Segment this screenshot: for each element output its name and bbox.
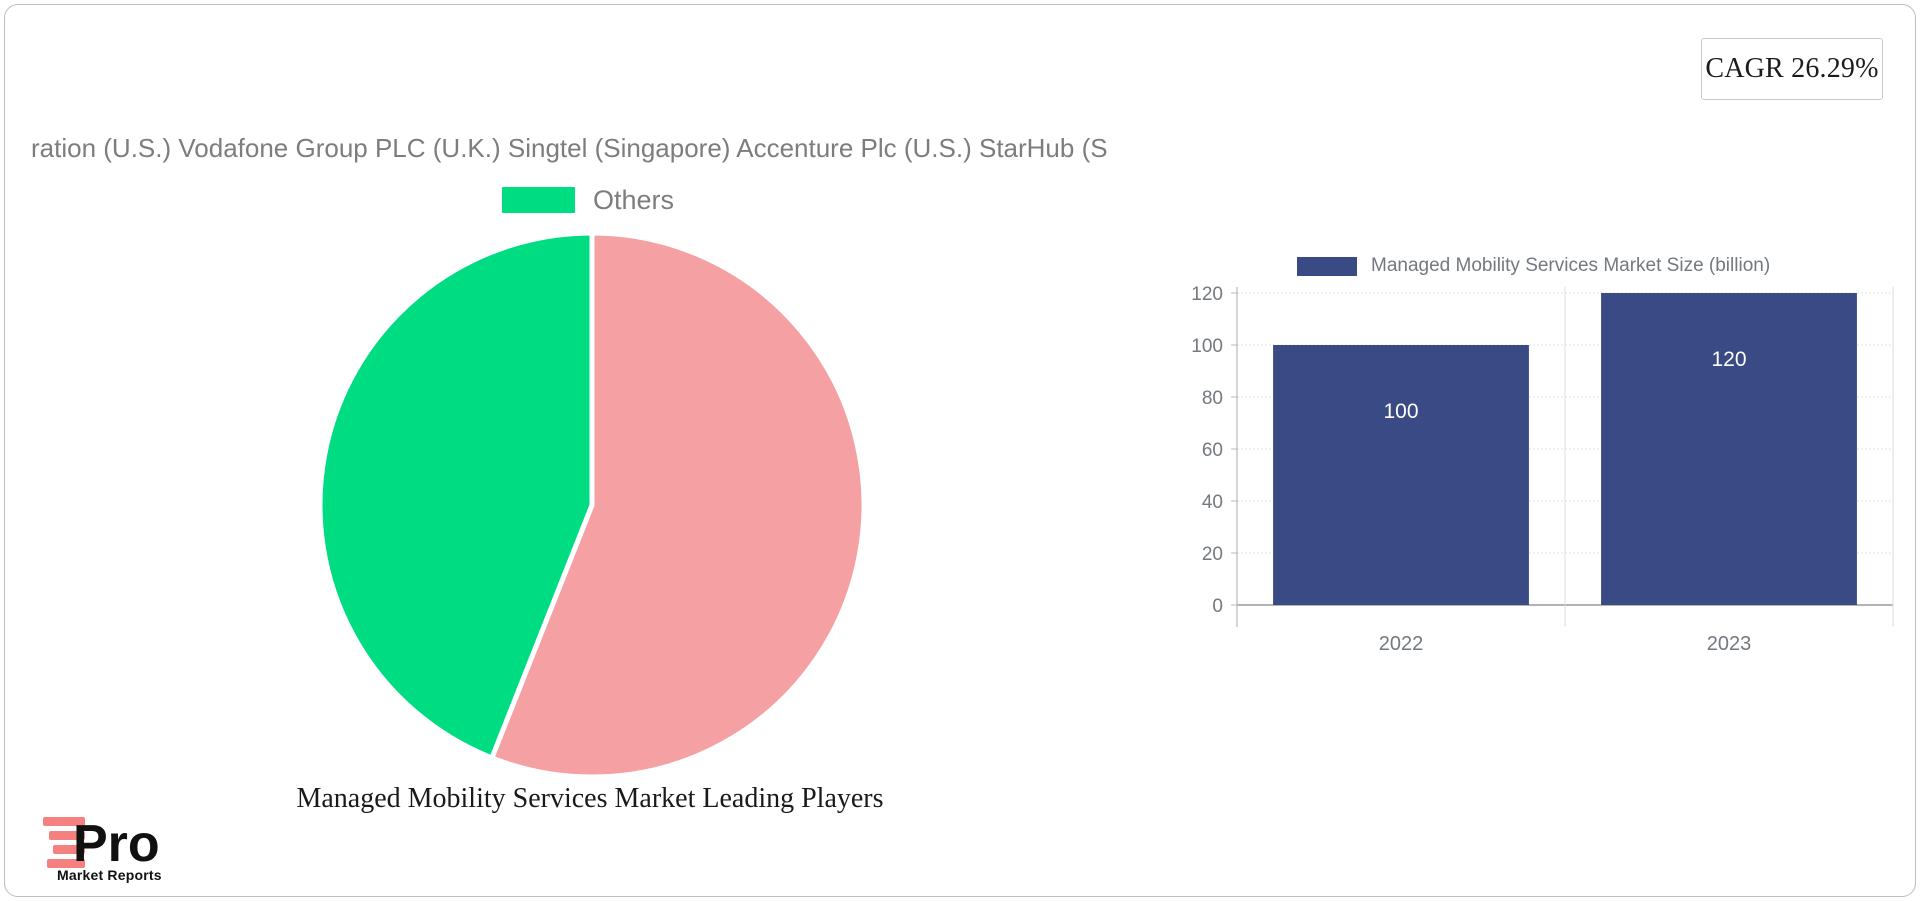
bar-chart-legend: Managed Mobility Services Market Size (b… <box>1297 255 1770 277</box>
legend-swatch-market-size-icon <box>1297 256 1357 276</box>
y-axis-tick-label: 20 <box>1202 544 1223 565</box>
x-axis-tick-label: 2022 <box>1379 633 1424 655</box>
bar-value-label: 100 <box>1383 400 1418 423</box>
y-axis-tick-label: 120 <box>1191 284 1223 305</box>
y-axis-tick-label: 60 <box>1202 440 1223 461</box>
logo-secondary-text: Market Reports <box>57 867 162 883</box>
legend-label-market-size: Managed Mobility Services Market Size (b… <box>1371 255 1771 276</box>
legend-label-others: Others <box>593 184 675 215</box>
pie-chart <box>319 232 865 778</box>
bar-chart-x-axis: 2022 2023 <box>1379 633 1752 655</box>
pie-chart-title: Managed Mobility Services Market Leading… <box>296 783 884 814</box>
pie-slice-others <box>319 232 595 762</box>
legend-swatch-others-icon <box>502 187 575 213</box>
pie-legend-leading-players: ration (U.S.) Vodafone Group PLC (U.K.) … <box>31 133 1108 163</box>
y-axis-tick-label: 80 <box>1202 388 1223 409</box>
pie-legend-others: Others <box>502 180 674 220</box>
pie-slice-leading-players <box>488 232 865 778</box>
x-axis-tick-label: 2023 <box>1707 633 1752 655</box>
bar-chart: 0 20 40 60 80 100 120 100 120 2022 2023 <box>1145 275 1905 675</box>
bar <box>1273 345 1529 605</box>
bar-chart-y-axis: 0 20 40 60 80 100 120 <box>1191 284 1238 627</box>
logo-primary-text: Pro <box>73 815 160 873</box>
y-axis-tick-label: 40 <box>1202 492 1223 513</box>
bar-chart-bars: 100 120 <box>1273 293 1857 605</box>
report-card: CAGR 26.29% ration (U.S.) Vodafone Group… <box>4 4 1916 897</box>
pro-market-reports-logo: Pro Market Reports <box>33 805 203 885</box>
y-axis-tick-label: 0 <box>1212 596 1223 617</box>
y-axis-tick-label: 100 <box>1191 336 1223 357</box>
logo-speed-lines-icon <box>43 817 85 868</box>
bar-value-label: 120 <box>1711 348 1746 371</box>
cagr-badge: CAGR 26.29% <box>1701 38 1883 100</box>
bar <box>1601 293 1857 605</box>
